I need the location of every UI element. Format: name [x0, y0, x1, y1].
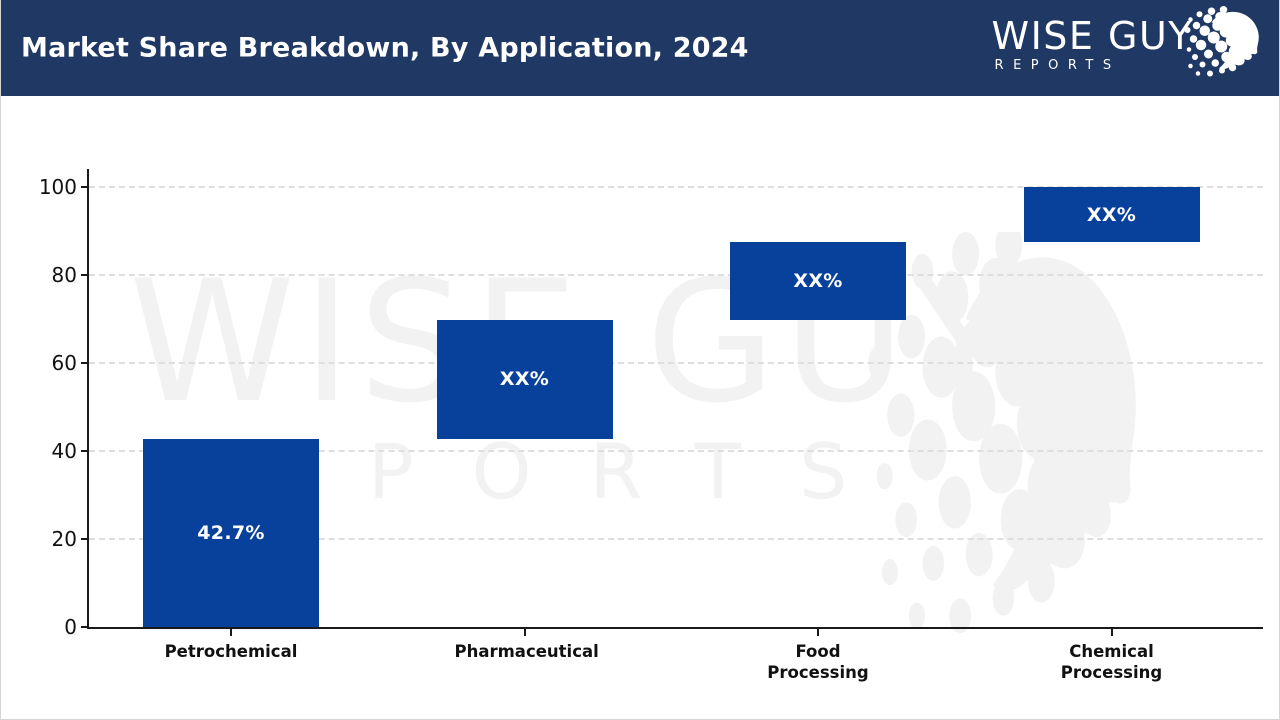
y-axis-tick: [81, 186, 89, 188]
y-axis-line: [87, 169, 89, 629]
logo-wordmark-line2: REPORTS: [994, 57, 1121, 73]
x-axis-line: [87, 627, 1263, 629]
bar-value-label: 42.7%: [197, 522, 265, 545]
x-category-label: Pharmaceutical: [454, 642, 599, 661]
y-tick-label: 60: [51, 351, 77, 375]
grid-line: [89, 274, 1263, 276]
y-tick-label: 100: [38, 175, 77, 199]
y-axis-tick: [81, 274, 89, 276]
x-category-label: Petrochemical: [164, 642, 298, 661]
watermark-face-icon: [868, 232, 1136, 634]
y-axis-tick: [81, 626, 89, 628]
bar: XX%: [1023, 187, 1200, 242]
x-category-label: Chemical Processing: [1060, 642, 1163, 683]
logo-face-icon: [1184, 6, 1259, 77]
y-axis-tick: [81, 362, 89, 364]
grid-line: [89, 186, 1263, 188]
x-axis-tick: [1110, 629, 1113, 636]
y-tick-label: 0: [64, 615, 77, 639]
y-tick-label: 80: [51, 263, 77, 287]
logo-wordmark: WISE GUY REPORTS: [991, 14, 1193, 73]
y-tick-label: 20: [51, 527, 77, 551]
x-axis-tick: [230, 629, 232, 636]
bar: XX%: [730, 242, 906, 320]
grid-line: [89, 362, 1263, 364]
y-axis-tick: [81, 450, 89, 452]
bar-value-label: XX%: [1086, 203, 1137, 226]
logo-wordmark-line1: WISE GUY: [991, 14, 1193, 59]
header-bar: Market Share Breakdown, By Application, …: [1, 0, 1279, 96]
y-axis-tick: [81, 538, 89, 540]
bar-value-label: XX%: [793, 269, 843, 292]
y-tick-label: 40: [51, 439, 77, 463]
grid-line: [89, 538, 1263, 540]
brand-logo: WISE GUY REPORTS: [992, 6, 1273, 84]
bar: 42.7%: [143, 439, 319, 627]
x-category-label: Food Processing: [767, 642, 869, 683]
bar-value-label: XX%: [499, 368, 550, 391]
bar: XX%: [436, 319, 613, 440]
grid-line: [89, 450, 1263, 452]
x-axis-tick: [523, 629, 526, 636]
page-title: Market Share Breakdown, By Application, …: [21, 32, 749, 64]
x-axis-tick: [817, 629, 819, 636]
